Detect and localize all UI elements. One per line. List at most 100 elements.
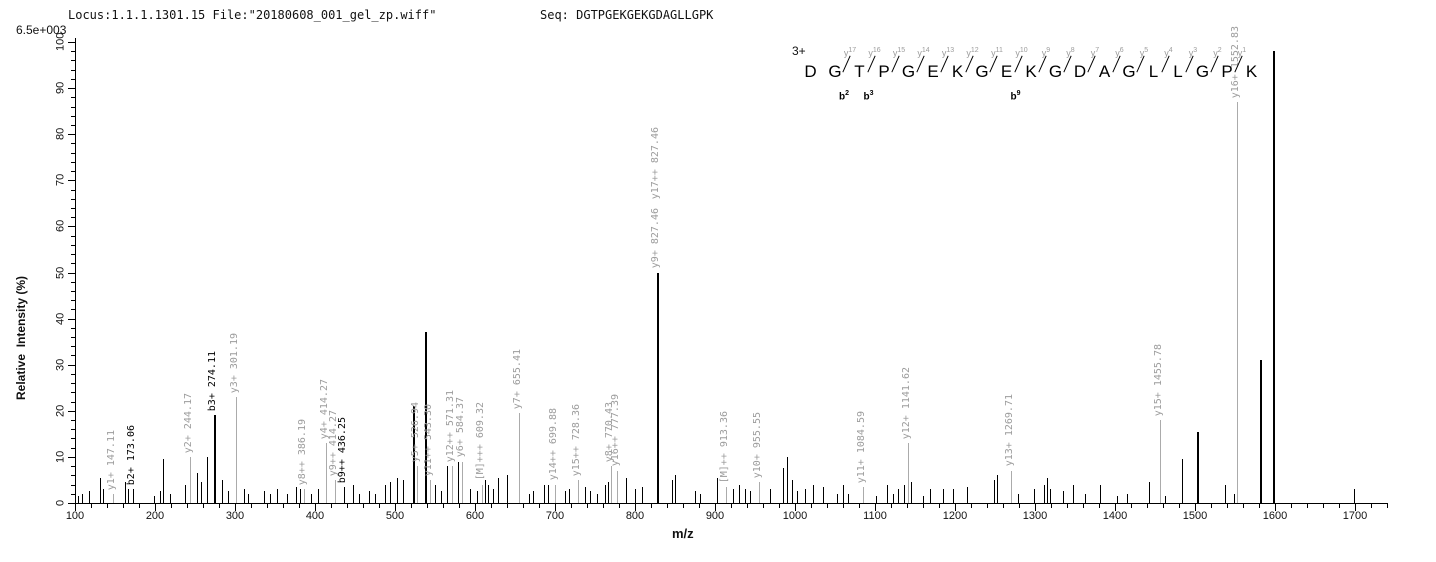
peak [837,493,839,503]
residue: E [927,62,939,81]
peak [359,493,360,503]
peak-label: [M]++ 913.36 [718,410,730,483]
peak [656,272,659,503]
peak [375,493,376,503]
peak [616,470,618,503]
x-minor-tick [763,504,764,508]
y-minor-tick [71,373,75,375]
x-minor-tick [1387,504,1388,508]
x-minor-tick [379,504,380,508]
y-major-tick [68,226,75,228]
peak [112,493,114,503]
peak [311,493,312,503]
y-minor-tick [71,244,75,246]
peak [458,461,460,503]
x-minor-tick [1019,504,1020,508]
x-minor-tick [683,504,684,508]
x-major-tick [1115,504,1116,511]
x-tick-label: 600 [465,510,485,522]
peak [911,482,912,503]
x-minor-tick [1099,504,1100,508]
peak [507,475,508,503]
x-minor-tick [363,504,364,508]
peak [1034,489,1036,503]
x-minor-tick [283,504,284,508]
x-minor-tick [827,504,828,508]
peak [554,484,556,503]
peak [1237,101,1239,503]
residue: G [828,62,842,81]
peak [222,479,224,503]
peak [791,479,793,503]
residue: K [1245,62,1258,81]
peak [1043,484,1045,503]
y-ion-label: y13 [941,47,955,58]
peak [695,491,696,503]
peak [611,466,613,503]
peak [299,489,301,503]
peak [270,493,272,503]
peak [843,484,844,503]
peak [482,484,484,503]
y-ion-label: y4 [1164,47,1173,58]
y-minor-tick [71,438,75,440]
header-locus-file: Locus:1.1.1.1301.15 File:"20180608_001_g… [68,8,437,22]
peak [190,456,192,503]
peak [487,484,489,503]
peak [1259,360,1262,503]
peak [170,493,172,503]
x-minor-tick [603,504,604,508]
y-axis-line [75,38,76,504]
y-minor-tick [71,346,75,348]
x-minor-tick [731,504,732,508]
peak-label: y7+ 655.41 [512,348,524,410]
y-minor-tick [71,420,75,422]
peak [875,496,877,503]
x-minor-tick [891,504,892,508]
y-ion-label: y12 [966,47,979,58]
peak-label: y15++ 728.36 [570,403,582,476]
x-minor-tick [1227,504,1228,508]
peak-label: y8++ 386.19 [296,418,308,486]
residue: G [1195,62,1210,81]
y-tick-label: 50 [54,266,67,279]
y-ion-label: y7 [1090,47,1100,58]
peak [397,477,399,503]
y-ion-label: y2 [1213,47,1222,58]
x-axis-line [70,503,1388,504]
peak [103,489,104,503]
peak [739,484,740,503]
residue: P [878,62,890,81]
x-minor-tick [651,504,652,508]
x-minor-tick [267,504,268,508]
peak [476,491,478,503]
peak [745,489,747,503]
residue: G [975,62,989,81]
residue: L [1173,62,1183,81]
header-sequence: Seq: DGTPGEKGEKGDAGLLGPK [540,8,714,22]
peak [425,332,427,503]
x-major-tick [155,504,156,511]
peak-label: y14++ 699.88 [547,408,559,481]
peak [943,489,944,503]
peak [847,493,849,503]
y-minor-tick [71,493,75,495]
x-major-tick [1035,504,1036,511]
peak [452,466,454,503]
peak [770,489,772,503]
x-tick-label: 300 [225,510,245,522]
y-major-tick [68,503,75,504]
x-minor-tick [747,504,748,508]
peak [462,461,464,503]
peak [804,489,806,503]
y-minor-tick [71,171,75,173]
x-major-tick [235,504,236,511]
x-minor-tick [571,504,572,508]
peak [163,459,164,503]
x-minor-tick [203,504,204,508]
peak [318,489,320,503]
x-minor-tick [699,504,700,508]
peak-label: y16++ 777.39 [609,394,621,467]
peak-label: y17++ 827.46 [649,127,661,200]
peak-label: y6+ 584.37 [455,397,467,458]
